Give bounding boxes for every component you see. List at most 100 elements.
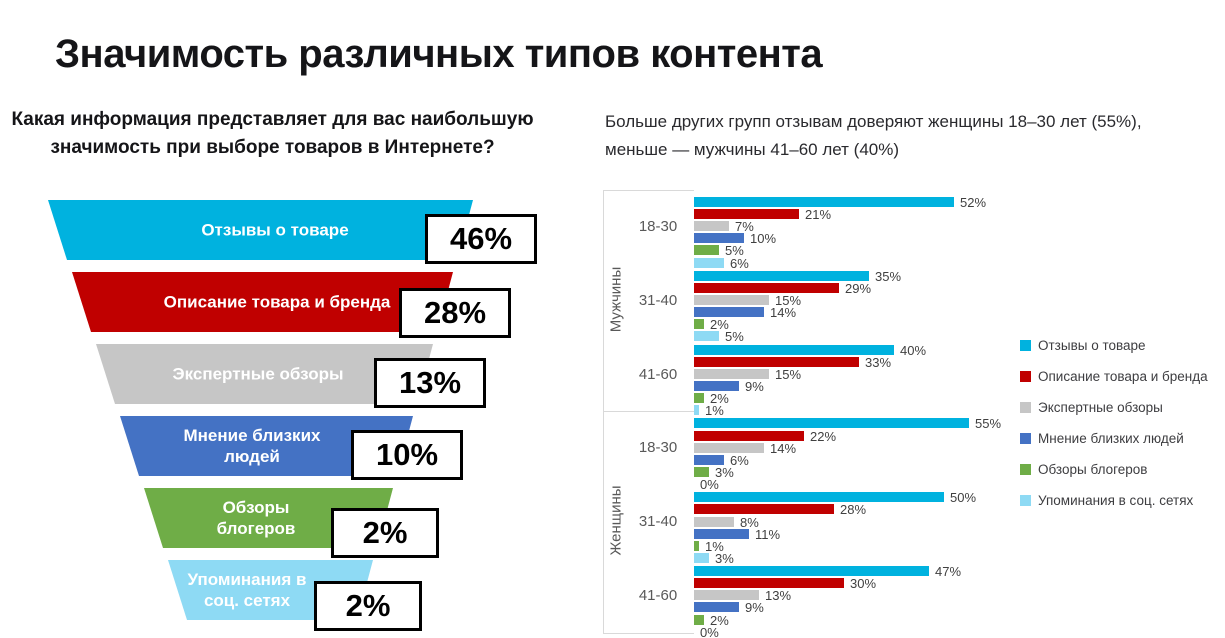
gender-axis-label: Женщины	[607, 485, 625, 556]
bar	[694, 590, 759, 601]
bar	[694, 295, 769, 306]
bar	[694, 209, 799, 220]
bar	[694, 270, 869, 281]
bar-chart-note: Больше других групп отзывам доверяют жен…	[605, 108, 1215, 164]
bar-value-label: 6%	[730, 255, 749, 271]
bar-value-label: 9%	[745, 600, 764, 616]
bar	[694, 614, 704, 625]
funnel-band-label: Обзоры блогеров	[216, 498, 296, 538]
bar	[694, 540, 699, 551]
bar-value-label: 50%	[950, 490, 977, 506]
bar-value-label: 0%	[700, 624, 719, 638]
bar-value-label: 47%	[935, 564, 962, 580]
bar-value-label: 33%	[865, 354, 892, 370]
bar-value-label: 40%	[900, 342, 927, 358]
funnel-band-label: Упоминания в соц. сетях	[187, 570, 307, 610]
funnel-value-box: 28%	[399, 288, 511, 338]
funnel-band-label: Описание товара и бренда	[163, 292, 391, 312]
legend-item: Упоминания в соц. сетях	[1020, 485, 1208, 516]
funnel-value-box: 10%	[351, 430, 463, 480]
legend-item: Отзывы о товаре	[1020, 330, 1208, 361]
bar	[694, 380, 739, 391]
funnel-band: Отзывы о товаре	[48, 200, 473, 260]
age-axis-label: 18-30	[638, 217, 678, 235]
bar	[694, 466, 709, 477]
bar	[694, 442, 764, 453]
bar-chart-note-line1: Больше других групп отзывам доверяют жен…	[605, 112, 1142, 131]
funnel-band: Описание товара и бренда	[72, 272, 453, 332]
bar	[694, 405, 699, 416]
bar	[694, 602, 739, 613]
axis-line	[603, 190, 694, 191]
funnel-question-line2: значимость при выборе товаров в Интернет…	[50, 137, 495, 158]
chart-legend: Отзывы о товаре Описание товара и бренда Э…	[1020, 330, 1208, 516]
bar-value-label: 6%	[730, 452, 749, 468]
bar	[694, 197, 954, 207]
funnel-band-label: Мнение близких людей	[183, 426, 321, 466]
bar-value-label: 35%	[875, 268, 902, 284]
bar	[694, 233, 744, 244]
bar-value-label: 14%	[770, 305, 797, 321]
legend-label: Описание товара и бренда	[1038, 369, 1208, 384]
legend-swatch-icon	[1020, 371, 1031, 382]
bar-value-label: 15%	[775, 366, 802, 382]
bar	[694, 516, 734, 527]
age-axis-label: 41-60	[638, 365, 678, 383]
gender-axis-label: Мужчины	[607, 266, 625, 332]
bar-value-label: 30%	[850, 576, 877, 592]
funnel-value-box: 2%	[314, 581, 422, 631]
legend-label: Обзоры блогеров	[1038, 462, 1148, 477]
bar-value-label: 8%	[740, 514, 759, 530]
funnel-question: Какая информация представляет для вас на…	[5, 106, 540, 162]
bar	[694, 221, 729, 232]
funnel-chart: Отзывы о товаре 46% Описание товара и брен…	[0, 0, 560, 638]
funnel-value-box: 46%	[425, 214, 537, 264]
legend-label: Отзывы о товаре	[1038, 338, 1146, 353]
bar	[694, 307, 764, 318]
bar-value-label: 29%	[845, 280, 872, 296]
bar	[694, 552, 709, 563]
funnel-band-label: Экспертные обзоры	[172, 364, 344, 384]
bar-value-label: 15%	[775, 293, 802, 309]
funnel-band: Упоминания в соц. сетях	[168, 560, 373, 620]
legend-item: Экспертные обзоры	[1020, 392, 1208, 423]
bar	[694, 245, 719, 256]
age-axis-label: 18-30	[638, 439, 678, 457]
bar-value-label: 52%	[960, 195, 987, 210]
bar	[694, 393, 704, 404]
axis-line	[603, 411, 694, 413]
bar	[694, 454, 724, 465]
bar	[694, 504, 834, 515]
legend-swatch-icon	[1020, 340, 1031, 351]
legend-item: Описание товара и бренда	[1020, 361, 1208, 392]
legend-label: Упоминания в соц. сетях	[1038, 493, 1194, 508]
bar	[694, 282, 839, 293]
bar	[694, 356, 859, 367]
bar-value-label: 21%	[805, 207, 832, 223]
age-axis-label: 41-60	[638, 587, 678, 605]
bar	[694, 492, 944, 503]
bar	[694, 566, 929, 577]
legend-label: Экспертные обзоры	[1038, 400, 1163, 415]
bar	[694, 578, 844, 589]
bar-value-label: 11%	[755, 526, 781, 542]
bar-value-label: 7%	[735, 219, 754, 235]
bar-value-label: 55%	[975, 416, 1002, 432]
axis-line	[603, 632, 694, 634]
bar-value-label: 3%	[715, 550, 734, 566]
funnel-value-box: 13%	[374, 358, 486, 408]
bar-value-label: 3%	[715, 464, 734, 480]
legend-item: Обзоры блогеров	[1020, 454, 1208, 485]
page-title: Значимость различных типов контента	[55, 32, 823, 76]
age-axis-label: 31-40	[638, 291, 678, 309]
bar	[694, 319, 704, 330]
age-axis-label: 31-40	[638, 513, 678, 531]
bar-value-label: 10%	[750, 231, 777, 247]
legend-swatch-icon	[1020, 402, 1031, 413]
bar-value-label: 5%	[725, 243, 744, 259]
funnel-band-label: Отзывы о товаре	[201, 220, 349, 240]
bar	[694, 257, 724, 268]
legend-item: Мнение близких людей	[1020, 423, 1208, 454]
bar-value-label: 1%	[705, 538, 724, 554]
